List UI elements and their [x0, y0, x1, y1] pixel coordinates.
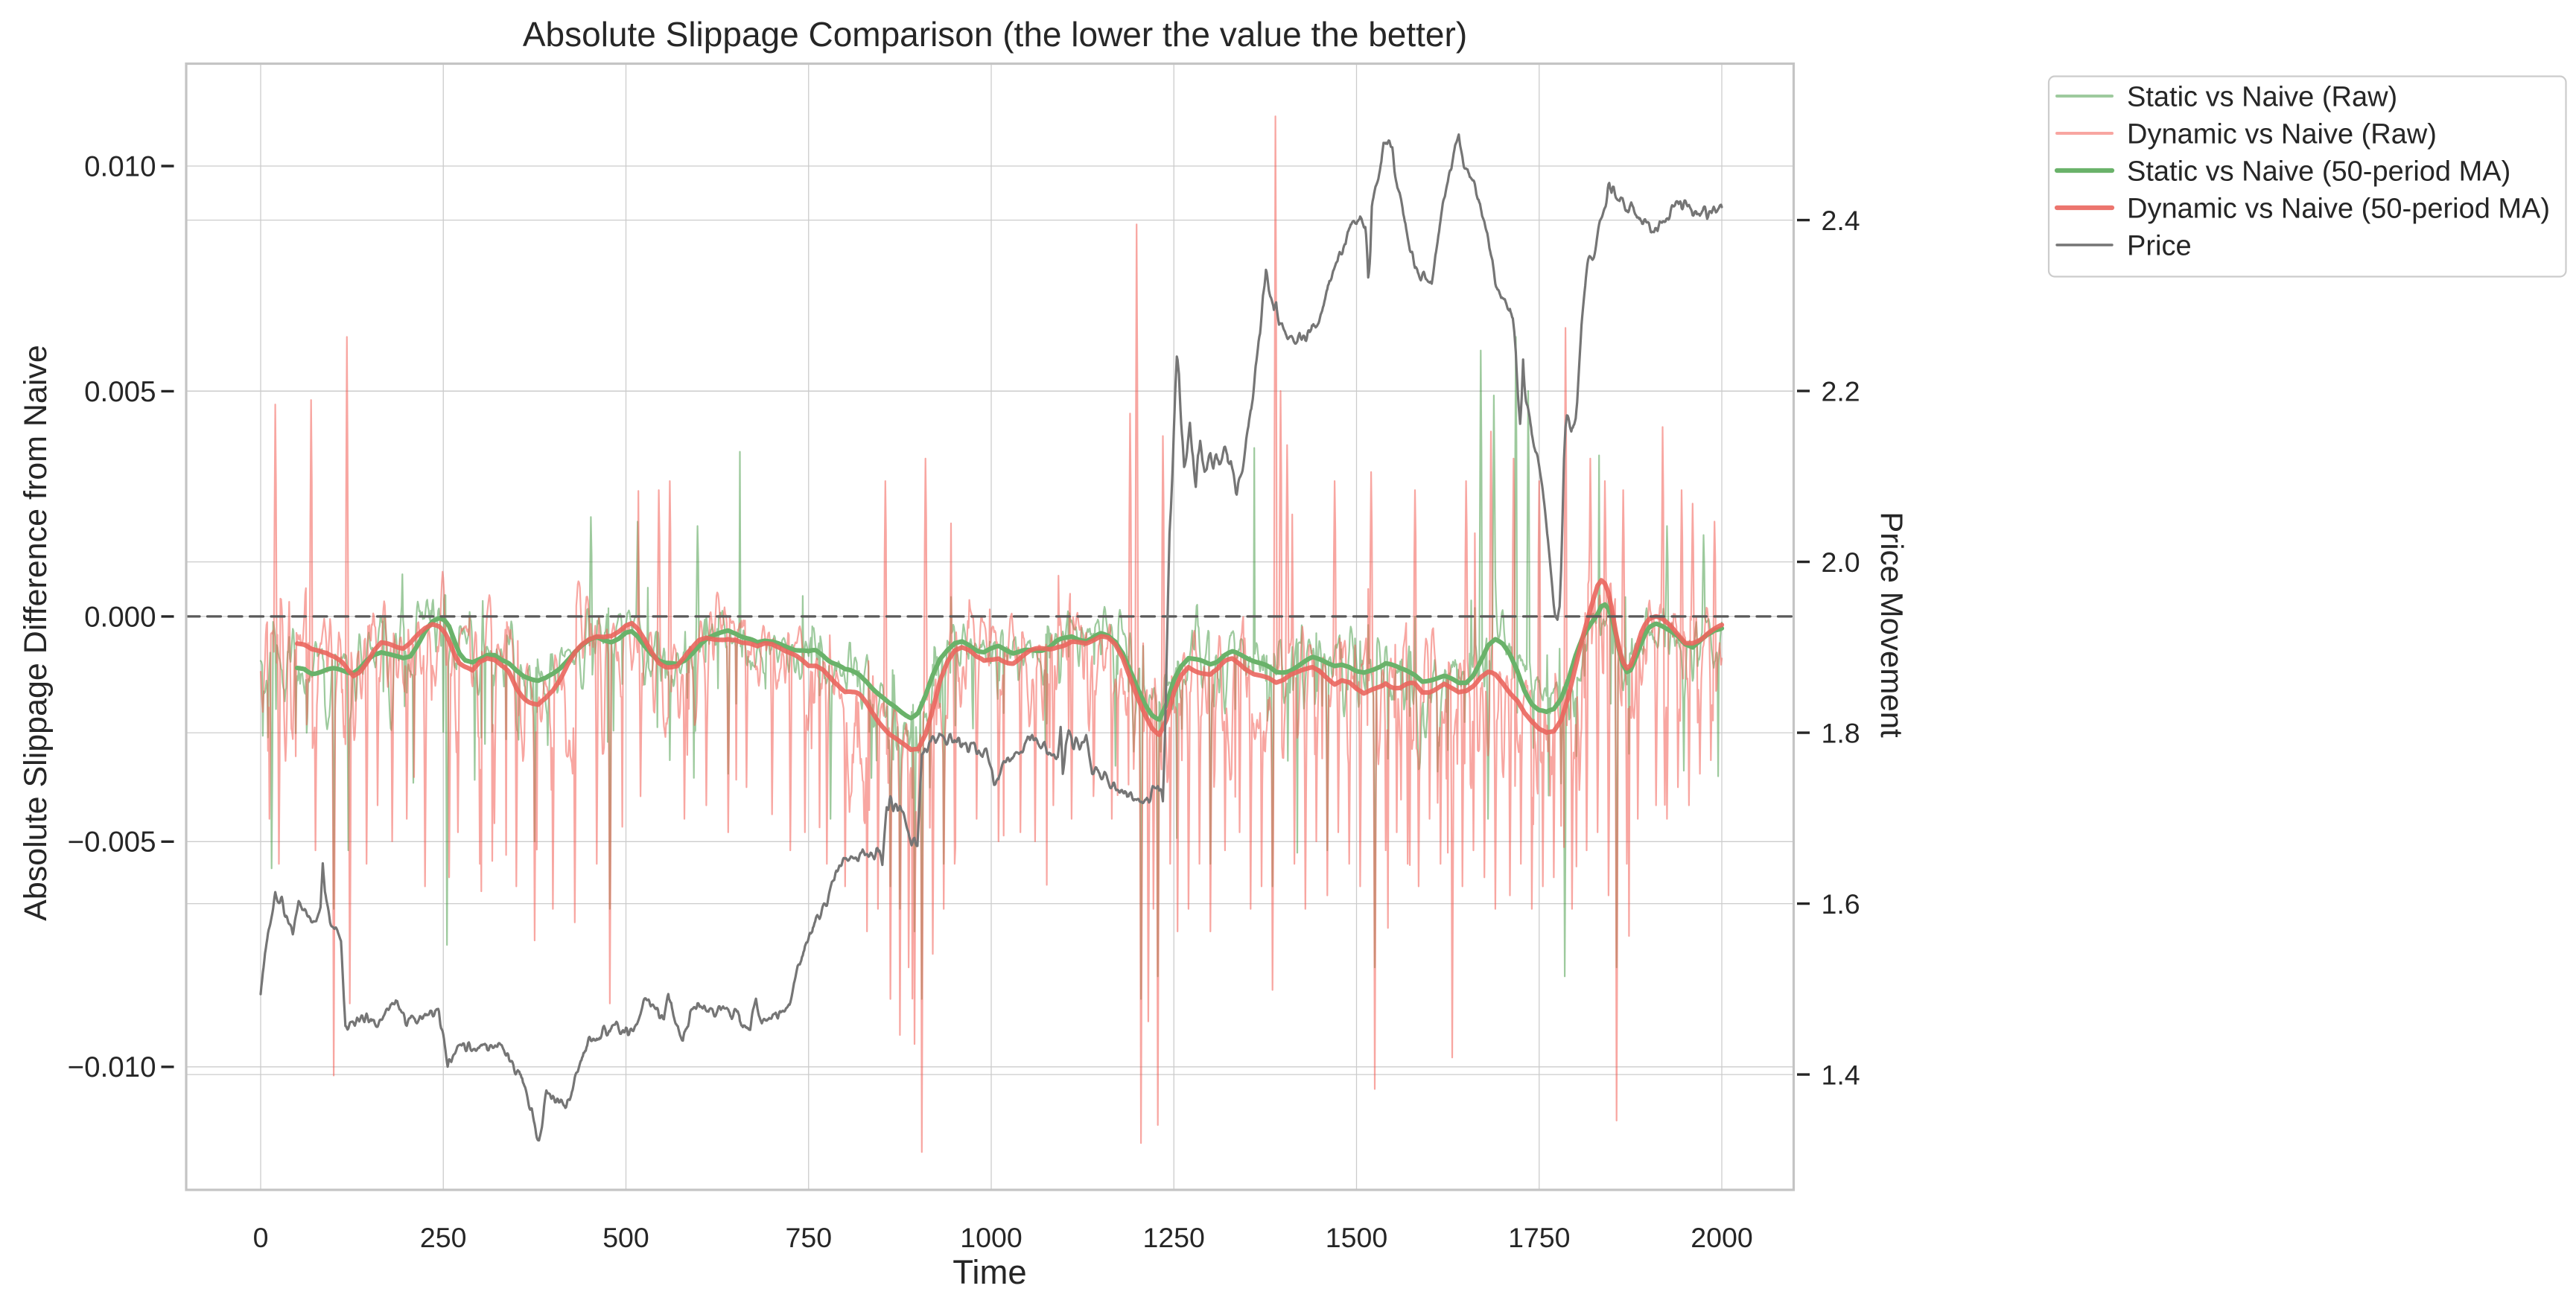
svg-text:1.8: 1.8	[1822, 718, 1860, 749]
svg-text:1750: 1750	[1508, 1222, 1570, 1253]
svg-text:Price Movement: Price Movement	[1874, 512, 1909, 738]
svg-text:0.010: 0.010	[84, 150, 156, 182]
svg-text:Absolute Slippage Difference f: Absolute Slippage Difference from Naive	[18, 345, 54, 921]
svg-text:0.000: 0.000	[84, 601, 156, 633]
svg-text:Time: Time	[953, 1253, 1026, 1291]
svg-text:Dynamic vs Naive (Raw): Dynamic vs Naive (Raw)	[2127, 119, 2437, 150]
svg-text:2.4: 2.4	[1822, 205, 1860, 236]
svg-text:1250: 1250	[1142, 1222, 1204, 1253]
svg-text:2.2: 2.2	[1822, 376, 1860, 407]
svg-text:750: 750	[786, 1222, 833, 1253]
svg-text:Price: Price	[2127, 231, 2192, 262]
svg-text:2000: 2000	[1691, 1222, 1752, 1253]
svg-text:0.005: 0.005	[84, 376, 156, 408]
svg-text:Dynamic vs Naive (50-period MA: Dynamic vs Naive (50-period MA)	[2127, 194, 2550, 225]
svg-text:Absolute Slippage Comparison (: Absolute Slippage Comparison (the lower …	[523, 15, 1467, 54]
svg-text:Static vs Naive (Raw): Static vs Naive (Raw)	[2127, 82, 2397, 113]
svg-text:1000: 1000	[960, 1222, 1022, 1253]
svg-text:1500: 1500	[1326, 1222, 1387, 1253]
svg-text:−0.005: −0.005	[68, 827, 156, 859]
svg-text:0: 0	[253, 1222, 269, 1253]
svg-text:500: 500	[602, 1222, 649, 1253]
svg-text:1.4: 1.4	[1822, 1060, 1860, 1091]
svg-text:Static vs Naive (50-period MA): Static vs Naive (50-period MA)	[2127, 156, 2510, 188]
svg-text:2.0: 2.0	[1822, 547, 1860, 578]
svg-text:−0.010: −0.010	[68, 1051, 156, 1083]
svg-text:250: 250	[420, 1222, 467, 1253]
svg-text:1.6: 1.6	[1822, 888, 1860, 920]
